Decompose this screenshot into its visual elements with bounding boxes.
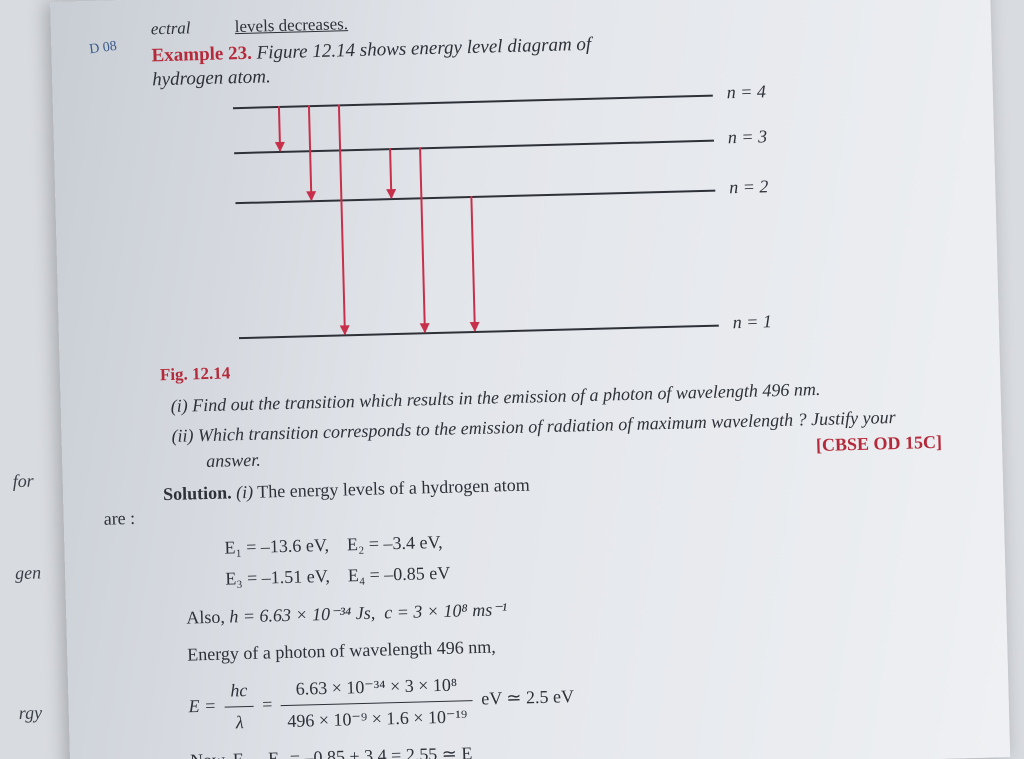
energy-level-label: n = 1 xyxy=(732,311,772,333)
energy-level-label: n = 2 xyxy=(729,176,769,198)
E3: E₃ = –1.51 eV, xyxy=(225,565,330,588)
transition-arrow xyxy=(470,196,476,331)
qii-num: (ii) xyxy=(171,425,194,446)
energy-level-label: n = 4 xyxy=(726,81,766,103)
levels-decreases: levels decreases. xyxy=(234,14,348,36)
frac-numeric: 6.63 × 10⁻³⁴ × 3 × 10⁸ 496 × 10⁻⁹ × 1.6 … xyxy=(280,671,473,735)
transition-arrow xyxy=(308,105,312,200)
margin-frag-gen: gen xyxy=(15,562,42,584)
energy-level-line xyxy=(233,94,713,109)
formula-tail: eV ≃ 2.5 eV xyxy=(481,686,574,708)
margin-annotation: D 08 xyxy=(88,39,117,58)
solution-label: Solution. xyxy=(163,482,232,504)
formula-lhs: E = xyxy=(188,696,216,717)
energy-level-line xyxy=(234,139,714,154)
c-value: c = 3 × 10⁸ ms⁻¹ xyxy=(384,599,507,622)
transition-arrow xyxy=(338,104,346,334)
textbook-page: D 08 ectral levels decreases. Example 23… xyxy=(50,0,1010,759)
frac2-den: 496 × 10⁻⁹ × 1.6 × 10⁻¹⁹ xyxy=(281,701,474,735)
margin-frag-rgy: rgy xyxy=(18,702,42,724)
cbse-tag: [CBSE OD 15C] xyxy=(850,429,943,457)
frac-hc-lambda: hc λ xyxy=(224,677,255,737)
fragment-ectral: ectral xyxy=(151,18,191,38)
E1: E₁ = –13.6 eV, xyxy=(224,535,329,558)
E4: E₄ = –0.85 eV xyxy=(348,562,451,585)
qii-text: Which transition corresponds to the emis… xyxy=(198,407,896,471)
transition-arrow xyxy=(389,148,392,198)
h-value: h = 6.63 × 10⁻³⁴ Js, xyxy=(229,603,375,627)
margin-frag-for: for xyxy=(12,471,34,493)
frac1-num: hc xyxy=(224,677,254,708)
transition-arrow xyxy=(278,106,281,151)
energy-values: E₁ = –13.6 eV, E₂ = –3.4 eV, E₃ = –1.51 … xyxy=(224,514,945,594)
E2: E₂ = –3.4 eV, xyxy=(347,532,443,554)
formula-eq: = xyxy=(262,694,273,714)
solution-text: The energy levels of a hydrogen atom xyxy=(257,474,530,501)
solution-part: (i) xyxy=(236,482,254,502)
energy-level-label: n = 3 xyxy=(728,126,768,148)
frac1-den: λ xyxy=(225,707,255,737)
example-label: Example 23. xyxy=(151,43,252,67)
qi-num: (i) xyxy=(170,395,188,415)
energy-formula: E = hc λ = 6.63 × 10⁻³⁴ × 3 × 10⁸ 496 × … xyxy=(188,659,949,738)
energy-level-diagram: n = 4 n = 3 n = 2 n = 1 xyxy=(193,82,820,358)
transition-arrow xyxy=(419,147,426,332)
